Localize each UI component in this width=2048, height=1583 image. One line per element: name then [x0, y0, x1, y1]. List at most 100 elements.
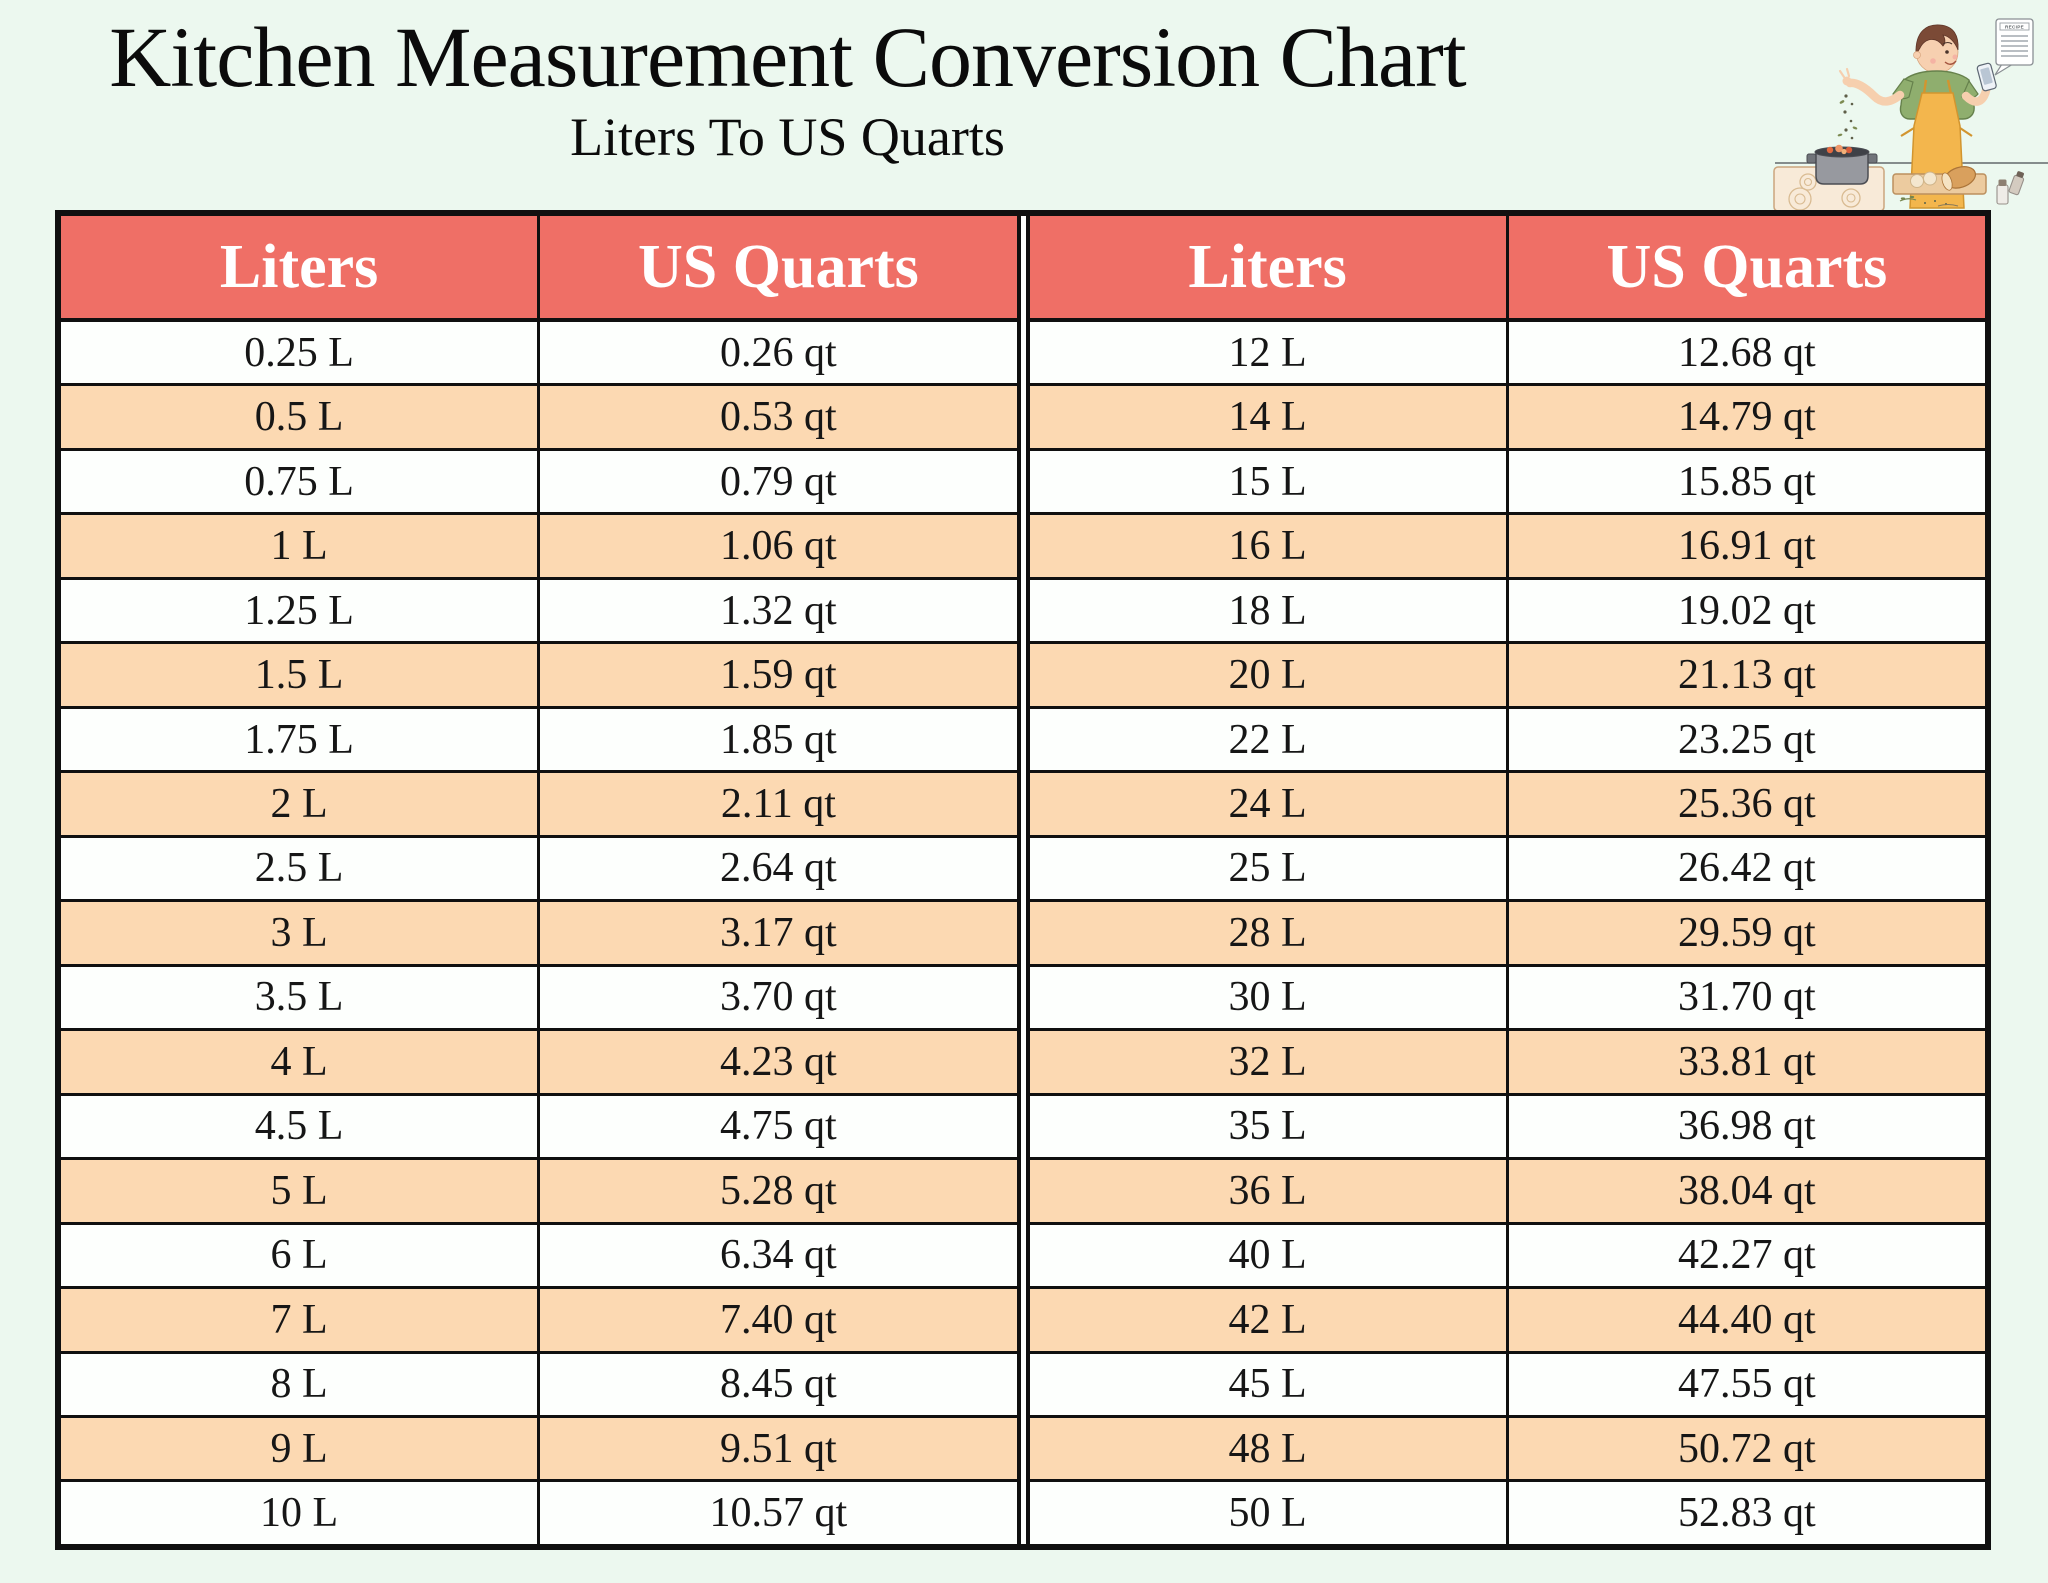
liters-cell: 4 L [61, 1031, 541, 1093]
liters-cell: 2.5 L [61, 837, 541, 900]
table-row: 20 L 21.13 qt [1029, 641, 1985, 706]
quarts-cell: 4.75 qt [720, 1103, 837, 1150]
table-row: 24 L 25.36 qt [1029, 770, 1985, 835]
liters-cell: 1.75 L [61, 708, 541, 771]
quarts-cell: 31.70 qt [1678, 974, 1816, 1021]
conversion-table: Liters US Quarts 0.25 L 0.26 qt 0.5 L 0.53… [55, 210, 1991, 1550]
table-row: 4 L 4.23 qt [61, 1028, 1017, 1093]
column-header-liters: Liters [1030, 216, 1509, 318]
liters-cell: 48 L [1030, 1417, 1509, 1480]
table-row: 16 L 16.91 qt [1029, 512, 1985, 577]
liters-cell: 18 L [1030, 579, 1509, 642]
quarts-cell: 21.13 qt [1678, 652, 1816, 699]
table-row: 12 L 12.68 qt [1029, 322, 1985, 384]
table-row: 14 L 14.79 qt [1029, 383, 1985, 448]
quarts-cell: 29.59 qt [1678, 909, 1816, 956]
liters-cell: 12 L [1030, 322, 1509, 384]
cooking-illustration: RECIPE [1773, 18, 2048, 212]
quarts-cell: 25.36 qt [1678, 781, 1816, 828]
quarts-cell: 19.02 qt [1678, 587, 1816, 634]
table-row: 1.25 L 1.32 qt [61, 576, 1017, 642]
seasoning-sprinkle [1837, 94, 1858, 140]
table-row: 40 L 42.27 qt [1029, 1221, 1985, 1287]
liters-cell: 0.5 L [61, 386, 541, 448]
table-row: 3.5 L 3.70 qt [61, 963, 1017, 1029]
table-row: 22 L 23.25 qt [1029, 705, 1985, 771]
table-row: 3 L 3.17 qt [61, 899, 1017, 964]
quarts-cell: 0.79 qt [720, 458, 837, 505]
liters-cell: 1.25 L [61, 579, 541, 642]
quarts-cell: 38.04 qt [1678, 1167, 1816, 1214]
liters-cell: 6 L [61, 1224, 541, 1287]
liters-cell: 42 L [1030, 1289, 1509, 1351]
quarts-cell: 52.83 qt [1678, 1490, 1816, 1537]
quarts-cell: 3.17 qt [720, 909, 837, 956]
liters-cell: 36 L [1030, 1160, 1509, 1222]
liters-cell: 32 L [1030, 1031, 1509, 1093]
quarts-cell: 0.53 qt [720, 394, 837, 441]
quarts-cell: 0.26 qt [720, 329, 837, 376]
liters-cell: 28 L [1030, 902, 1509, 964]
liters-cell: 10 L [61, 1482, 541, 1544]
liters-cell: 15 L [1030, 450, 1509, 513]
liters-cell: 16 L [1030, 515, 1509, 577]
quarts-cell: 47.55 qt [1678, 1361, 1816, 1408]
quarts-cell: 36.98 qt [1678, 1103, 1816, 1150]
liters-cell: 20 L [1030, 644, 1509, 706]
table-row: 0.25 L 0.26 qt [61, 322, 1017, 384]
quarts-cell: 26.42 qt [1678, 845, 1816, 892]
quarts-cell: 42.27 qt [1678, 1232, 1816, 1279]
quarts-cell: 8.45 qt [720, 1361, 837, 1408]
table-row: 1 L 1.06 qt [61, 512, 1017, 577]
liters-cell: 35 L [1030, 1095, 1509, 1158]
table-row: 30 L 31.70 qt [1029, 963, 1985, 1029]
liters-cell: 24 L [1030, 773, 1509, 835]
quarts-cell: 1.32 qt [720, 587, 837, 634]
quarts-cell: 9.51 qt [720, 1425, 837, 1472]
liters-cell: 8 L [61, 1353, 541, 1415]
quarts-cell: 5.28 qt [720, 1167, 837, 1214]
quarts-cell: 7.40 qt [720, 1296, 837, 1343]
table-row: 1.5 L 1.59 qt [61, 641, 1017, 706]
quarts-cell: 33.81 qt [1678, 1038, 1816, 1085]
phone [1976, 62, 1997, 92]
quarts-cell: 3.70 qt [720, 974, 837, 1021]
liters-cell: 30 L [1030, 966, 1509, 1029]
table-row: 6 L 6.34 qt [61, 1221, 1017, 1287]
table-row: 8 L 8.45 qt [61, 1350, 1017, 1415]
table-row: 28 L 29.59 qt [1029, 899, 1985, 964]
page-header: Kitchen Measurement Conversion Chart Lit… [0, 0, 1575, 164]
liters-cell: 1 L [61, 515, 541, 577]
quarts-cell: 4.23 qt [720, 1038, 837, 1085]
herbs [1899, 195, 1959, 207]
table-row: 2.5 L 2.64 qt [61, 834, 1017, 900]
table-row: 1.75 L 1.85 qt [61, 705, 1017, 771]
table-row: 35 L 36.98 qt [1029, 1092, 1985, 1158]
table-row: 7 L 7.40 qt [61, 1286, 1017, 1351]
table-row: 9 L 9.51 qt [61, 1414, 1017, 1480]
table-row: 10 L 10.57 qt [61, 1479, 1017, 1544]
liters-cell: 40 L [1030, 1224, 1509, 1287]
liters-cell: 22 L [1030, 708, 1509, 771]
table-row: 0.5 L 0.53 qt [61, 383, 1017, 448]
recipe-bubble: RECIPE [1994, 18, 2034, 76]
liters-cell: 3 L [61, 902, 541, 964]
table-right-header: Liters US Quarts [1029, 216, 1985, 322]
quarts-cell: 16.91 qt [1678, 523, 1816, 570]
table-left-header: Liters US Quarts [61, 216, 1017, 322]
quarts-cell: 23.25 qt [1678, 716, 1816, 763]
liters-cell: 7 L [61, 1289, 541, 1351]
quarts-cell: 12.68 qt [1678, 329, 1816, 376]
table-row: 36 L 38.04 qt [1029, 1157, 1985, 1222]
table-row: 42 L 44.40 qt [1029, 1286, 1985, 1351]
liters-cell: 45 L [1030, 1353, 1509, 1415]
quarts-cell: 50.72 qt [1678, 1425, 1816, 1472]
quarts-cell: 44.40 qt [1678, 1296, 1816, 1343]
liters-cell: 9 L [61, 1417, 541, 1480]
liters-cell: 0.25 L [61, 322, 541, 384]
liters-cell: 2 L [61, 773, 541, 835]
liters-cell: 4.5 L [61, 1095, 541, 1158]
quarts-cell: 1.85 qt [720, 716, 837, 763]
table-divider [1016, 216, 1030, 1544]
